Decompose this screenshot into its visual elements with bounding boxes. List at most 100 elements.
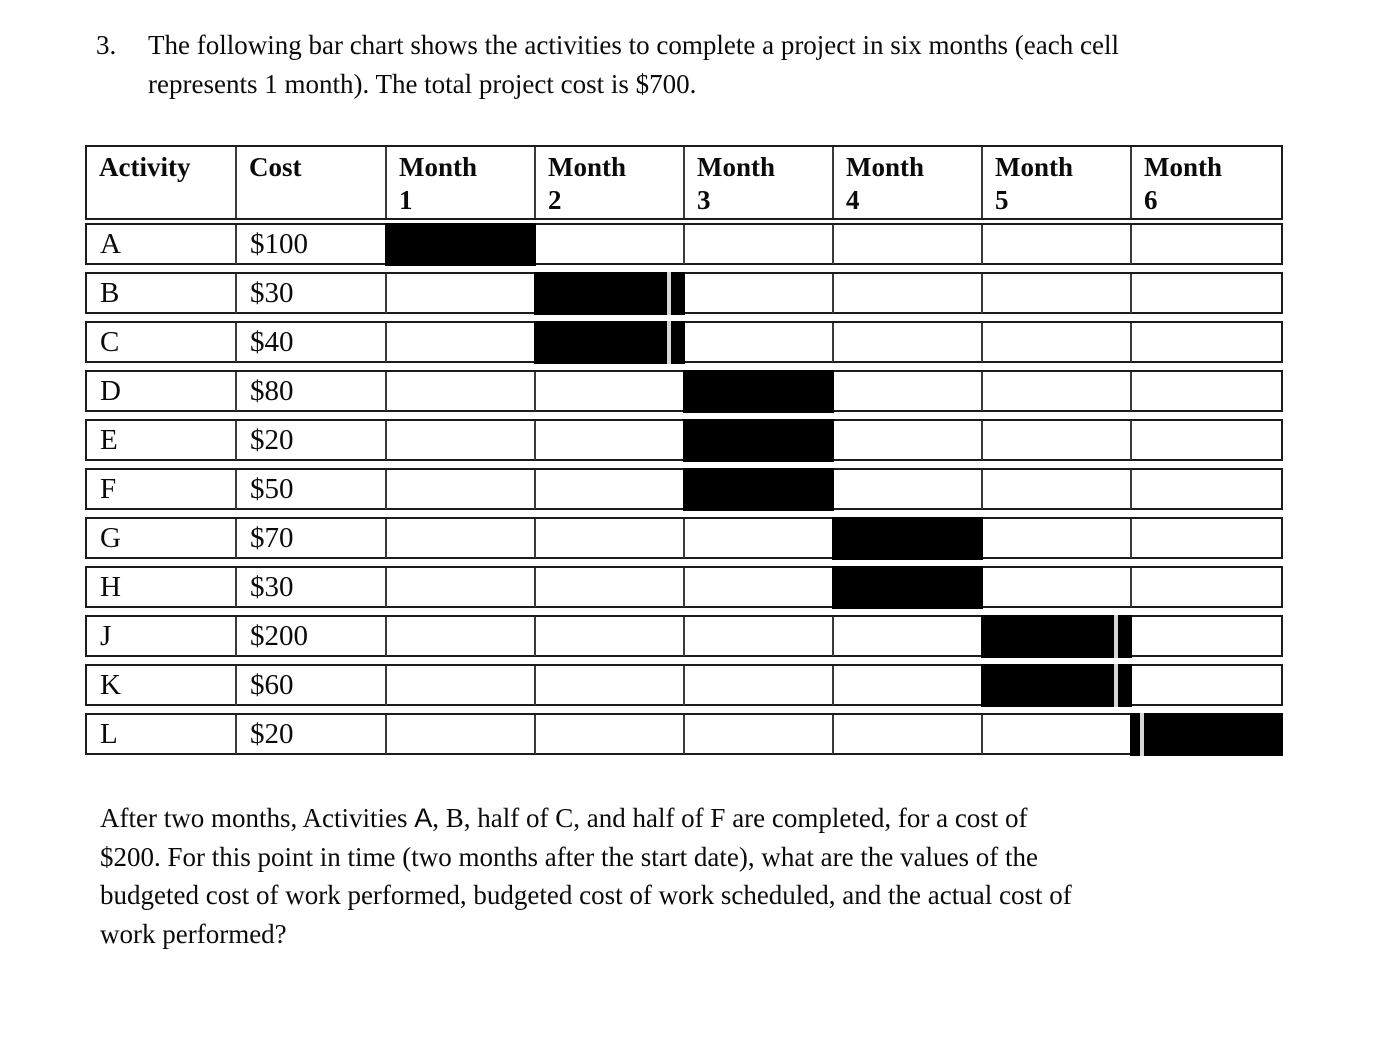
month-cell [536, 617, 685, 656]
gantt-bar [981, 664, 1132, 707]
activity-cell: D [87, 372, 237, 411]
cost-cell: $30 [237, 568, 387, 607]
month-cell [1132, 323, 1281, 362]
cost-cell: $200 [237, 617, 387, 656]
gantt-bar [534, 321, 685, 364]
month-cell [834, 225, 983, 264]
month-cell [832, 517, 983, 560]
month-cell [981, 664, 1132, 707]
month-cell [385, 223, 536, 266]
table-row: K $60 [85, 664, 1283, 707]
gantt-bar [683, 468, 834, 511]
cost-cell: $60 [237, 666, 387, 705]
header-month-1: Month 1 [387, 147, 536, 218]
table-row: G $70 [85, 517, 1283, 560]
activity-cell: J [87, 617, 237, 656]
month-cell [1132, 225, 1281, 264]
cost-cell: $20 [237, 421, 387, 460]
activity-cell: E [87, 421, 237, 460]
header-cost: Cost [237, 147, 387, 218]
month-cell [534, 321, 685, 364]
title-line-1: The following bar chart shows the activi… [148, 30, 1119, 60]
month-cell [834, 470, 983, 509]
cost-cell: $20 [237, 715, 387, 754]
month-cell [983, 372, 1132, 411]
month-cell [387, 421, 536, 460]
month-cell [834, 323, 983, 362]
gantt-bar [385, 223, 536, 266]
month-cell [983, 519, 1132, 558]
month-cell [983, 274, 1132, 313]
month-cell [983, 568, 1132, 607]
gantt-table: Activity Cost Month 1 Month 2 Month 3 Month… [85, 145, 1283, 756]
title-line-2: represents 1 month). The total project c… [148, 69, 697, 99]
month-cell [834, 274, 983, 313]
month-cell [834, 666, 983, 705]
month-cell [683, 419, 834, 462]
table-row: F $50 [85, 468, 1283, 511]
month-cell [685, 225, 834, 264]
month-cell [983, 323, 1132, 362]
month-cell [387, 666, 536, 705]
month-cell [685, 274, 834, 313]
month-cell [387, 323, 536, 362]
month-cell [536, 715, 685, 754]
paragraph-line-3: budgeted cost of work performed, budgete… [100, 880, 1072, 910]
cost-cell: $30 [237, 274, 387, 313]
table-row: J $200 [85, 615, 1283, 658]
month-cell [834, 421, 983, 460]
month-cell [983, 421, 1132, 460]
month-cell [387, 470, 536, 509]
month-cell [536, 666, 685, 705]
question-title: 3. The following bar chart shows the act… [96, 26, 1382, 104]
activity-cell: K [87, 666, 237, 705]
month-cell [536, 519, 685, 558]
activity-cell: H [87, 568, 237, 607]
month-cell [1132, 617, 1281, 656]
activity-cell: A [87, 225, 237, 264]
month-cell [536, 568, 685, 607]
gantt-bar [832, 517, 983, 560]
month-cell [685, 666, 834, 705]
month-cell [387, 274, 536, 313]
cost-cell: $80 [237, 372, 387, 411]
table-row: H $30 [85, 566, 1283, 609]
header-activity: Activity [87, 147, 237, 218]
paragraph-line-1: After two months, Activities A, B, half … [100, 803, 1028, 833]
month-cell [683, 370, 834, 413]
month-cell [834, 372, 983, 411]
month-cell [685, 568, 834, 607]
month-cell [387, 617, 536, 656]
gantt-bar [1130, 713, 1283, 756]
table-row: B $30 [85, 272, 1283, 315]
table-row: C $40 [85, 321, 1283, 364]
gantt-rows: A $100 B $30 C $40 D $80 E $20 [85, 223, 1283, 756]
month-cell [832, 566, 983, 609]
gantt-bar [981, 615, 1132, 658]
month-cell [536, 421, 685, 460]
activity-cell: C [87, 323, 237, 362]
month-cell [683, 468, 834, 511]
month-cell [1132, 470, 1281, 509]
cost-cell: $100 [237, 225, 387, 264]
month-cell [834, 715, 983, 754]
month-cell [536, 470, 685, 509]
header-month-4: Month 4 [834, 147, 983, 218]
month-cell [983, 715, 1132, 754]
table-row: A $100 [85, 223, 1283, 266]
month-cell [685, 617, 834, 656]
header-month-5: Month 5 [983, 147, 1132, 218]
activity-a-ref: A [414, 803, 433, 833]
table-row: E $20 [85, 419, 1283, 462]
month-cell [1132, 519, 1281, 558]
cost-cell: $40 [237, 323, 387, 362]
question-title-text: The following bar chart shows the activi… [148, 26, 1119, 104]
month-cell [1132, 372, 1281, 411]
month-cell [685, 519, 834, 558]
month-cell [387, 568, 536, 607]
gantt-header-row: Activity Cost Month 1 Month 2 Month 3 Month… [85, 145, 1283, 220]
month-cell [1130, 713, 1283, 756]
month-cell [387, 715, 536, 754]
month-cell [983, 470, 1132, 509]
table-row: L $20 [85, 713, 1283, 756]
